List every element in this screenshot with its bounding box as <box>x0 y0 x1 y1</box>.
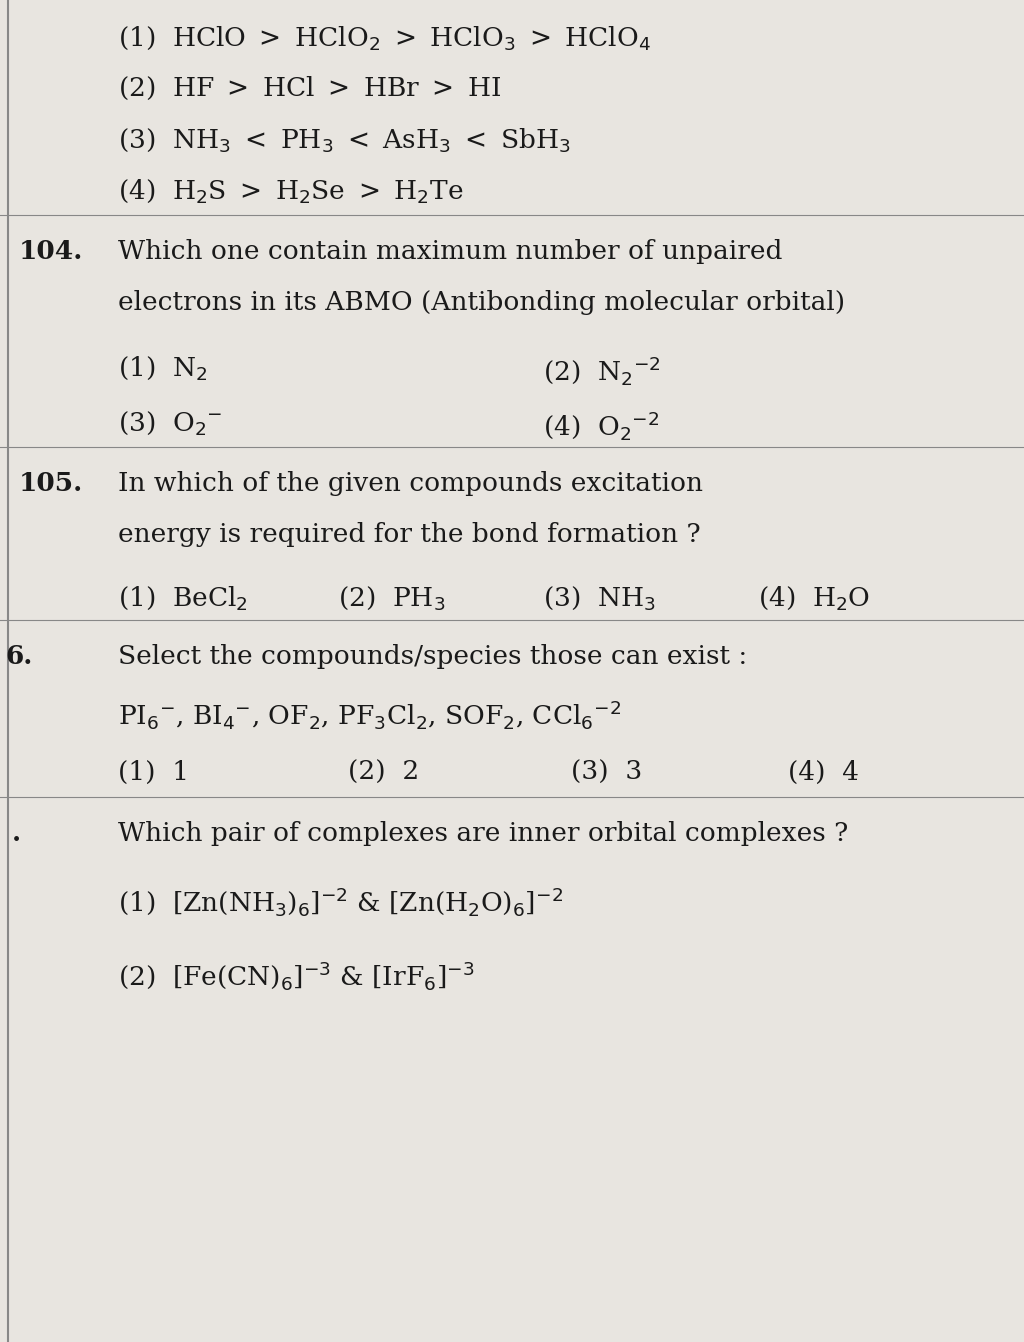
Text: (1)  BeCl$_2$: (1) BeCl$_2$ <box>118 584 248 612</box>
Text: (1)  [Zn(NH$_3$)$_6$]$^{-2}$ & [Zn(H$_2$O)$_6$]$^{-2}$: (1) [Zn(NH$_3$)$_6$]$^{-2}$ & [Zn(H$_2$O… <box>118 886 563 918</box>
Text: (3)  O$_2$$^{-}$: (3) O$_2$$^{-}$ <box>118 409 222 437</box>
Text: In which of the given compounds excitation: In which of the given compounds excitati… <box>118 471 702 497</box>
Text: (3)  3: (3) 3 <box>571 760 643 785</box>
Text: energy is required for the bond formation ?: energy is required for the bond formatio… <box>118 522 700 548</box>
Text: (2)  2: (2) 2 <box>348 760 420 785</box>
Text: (4)  H$_2$O: (4) H$_2$O <box>758 584 870 612</box>
Text: Select the compounds/species those can exist :: Select the compounds/species those can e… <box>118 644 748 670</box>
Text: 104.: 104. <box>18 239 83 264</box>
Text: (2)  N$_2$$^{-2}$: (2) N$_2$$^{-2}$ <box>543 354 660 386</box>
Text: (2)  [Fe(CN)$_6$]$^{-3}$ & [IrF$_6$]$^{-3}$: (2) [Fe(CN)$_6$]$^{-3}$ & [IrF$_6$]$^{-3… <box>118 960 474 992</box>
Text: 6.: 6. <box>5 644 33 670</box>
Text: (3)  NH$_3$: (3) NH$_3$ <box>543 584 655 612</box>
Text: electrons in its ABMO (Antibonding molecular orbital): electrons in its ABMO (Antibonding molec… <box>118 290 845 315</box>
Text: (2)  PH$_3$: (2) PH$_3$ <box>338 584 445 612</box>
Text: (4)  O$_2$$^{-2}$: (4) O$_2$$^{-2}$ <box>543 409 659 442</box>
Text: (1)  1: (1) 1 <box>118 760 188 785</box>
Text: (3)  NH$_3$ $<$ PH$_3$ $<$ AsH$_3$ $<$ SbH$_3$: (3) NH$_3$ $<$ PH$_3$ $<$ AsH$_3$ $<$ Sb… <box>118 126 570 154</box>
Text: Which pair of complexes are inner orbital complexes ?: Which pair of complexes are inner orbita… <box>118 821 848 847</box>
Text: (2)  HF $>$ HCl $>$ HBr $>$ HI: (2) HF $>$ HCl $>$ HBr $>$ HI <box>118 75 501 102</box>
Text: 105.: 105. <box>18 471 83 497</box>
Text: PI$_6$$^{-}$, BI$_4$$^{-}$, OF$_2$, PF$_3$Cl$_2$, SOF$_2$, CCl$_6$$^{-2}$: PI$_6$$^{-}$, BI$_4$$^{-}$, OF$_2$, PF$_… <box>118 698 621 731</box>
Text: (1)  HClO $>$ HClO$_2$ $>$ HClO$_3$ $>$ HClO$_4$: (1) HClO $>$ HClO$_2$ $>$ HClO$_3$ $>$ H… <box>118 24 650 52</box>
Text: (1)  N$_2$: (1) N$_2$ <box>118 354 207 382</box>
Text: .: . <box>12 821 22 847</box>
Text: (4)  H$_2$S $>$ H$_2$Se $>$ H$_2$Te: (4) H$_2$S $>$ H$_2$Se $>$ H$_2$Te <box>118 177 463 205</box>
Text: (4)  4: (4) 4 <box>788 760 859 785</box>
Text: Which one contain maximum number of unpaired: Which one contain maximum number of unpa… <box>118 239 782 264</box>
